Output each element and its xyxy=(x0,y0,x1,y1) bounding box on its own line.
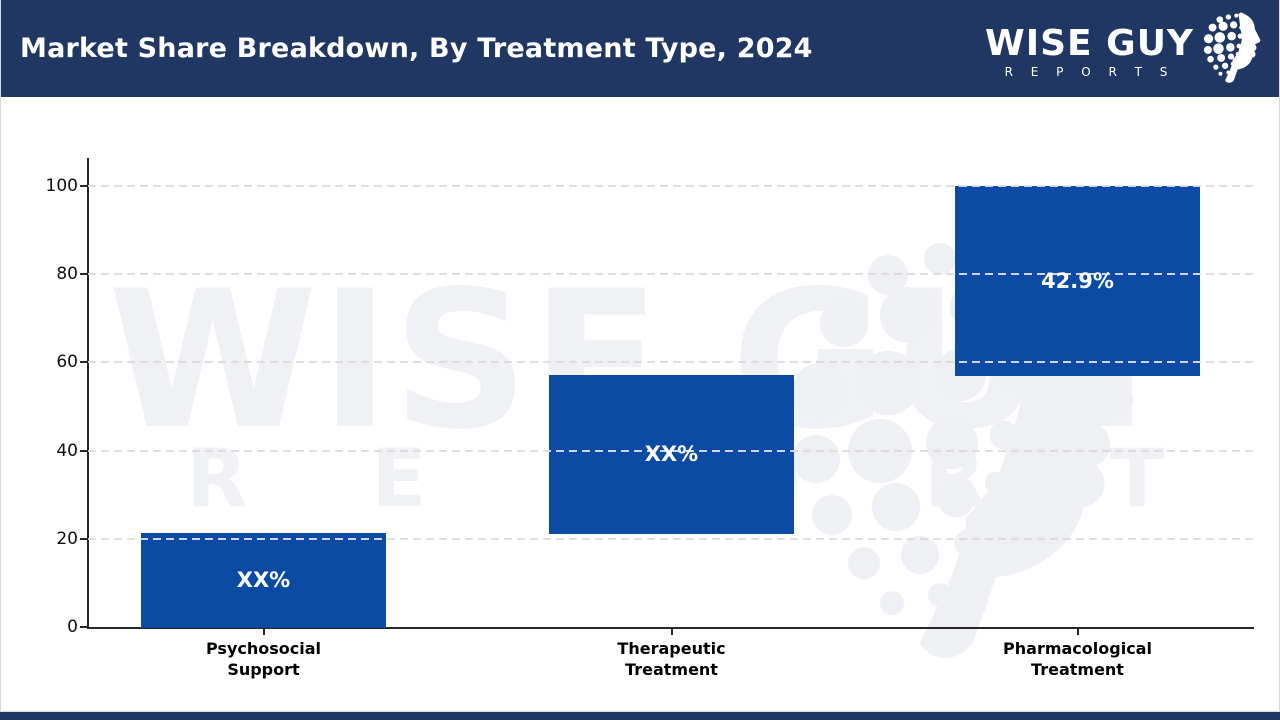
bar xyxy=(955,186,1200,377)
y-tick-mark xyxy=(80,185,87,187)
x-category-label: Pharmacological Treatment xyxy=(1003,639,1152,679)
header-bar: Market Share Breakdown, By Treatment Typ… xyxy=(0,0,1280,97)
y-tick-label: 0 xyxy=(67,617,78,637)
x-tick-mark xyxy=(262,628,265,635)
page-title: Market Share Breakdown, By Treatment Typ… xyxy=(20,33,813,64)
y-tick-label: 80 xyxy=(56,264,78,285)
y-tick-mark xyxy=(80,537,87,540)
y-tick-label: 40 xyxy=(56,440,78,461)
bar-value-label: 42.9% xyxy=(1041,268,1114,293)
gridline xyxy=(88,185,1254,187)
bar-value-label: XX% xyxy=(644,441,699,466)
bar xyxy=(549,375,794,534)
x-category-label: Therapeutic Treatment xyxy=(617,639,726,679)
y-tick-mark xyxy=(80,626,87,628)
x-category-label: Psychosocial Support xyxy=(205,639,322,679)
gridline xyxy=(88,449,1254,452)
y-tick-label: 20 xyxy=(56,528,78,549)
frame-border-left xyxy=(0,0,1,720)
x-tick-mark xyxy=(1076,628,1079,635)
y-axis xyxy=(87,158,89,629)
bar xyxy=(141,532,386,628)
gridline xyxy=(88,361,1254,364)
brand-wiseguy-text: WISE GUY xyxy=(984,23,1194,64)
bar-value-label: XX% xyxy=(236,567,291,592)
y-tick-mark xyxy=(80,273,87,276)
brand-logo: WISE GUY R E P O R T S xyxy=(985,6,1266,90)
gridline xyxy=(88,537,1254,540)
y-tick-label: 60 xyxy=(56,352,78,373)
y-tick-label: 100 xyxy=(45,176,78,196)
footer-bar xyxy=(0,711,1280,720)
y-tick-mark xyxy=(80,361,87,364)
brand-reports-text: R E P O R T S xyxy=(1004,65,1175,79)
wiseguy-face-icon xyxy=(1203,12,1261,83)
y-tick-mark xyxy=(80,449,87,452)
gridline xyxy=(88,273,1254,276)
x-tick-mark xyxy=(670,628,673,635)
